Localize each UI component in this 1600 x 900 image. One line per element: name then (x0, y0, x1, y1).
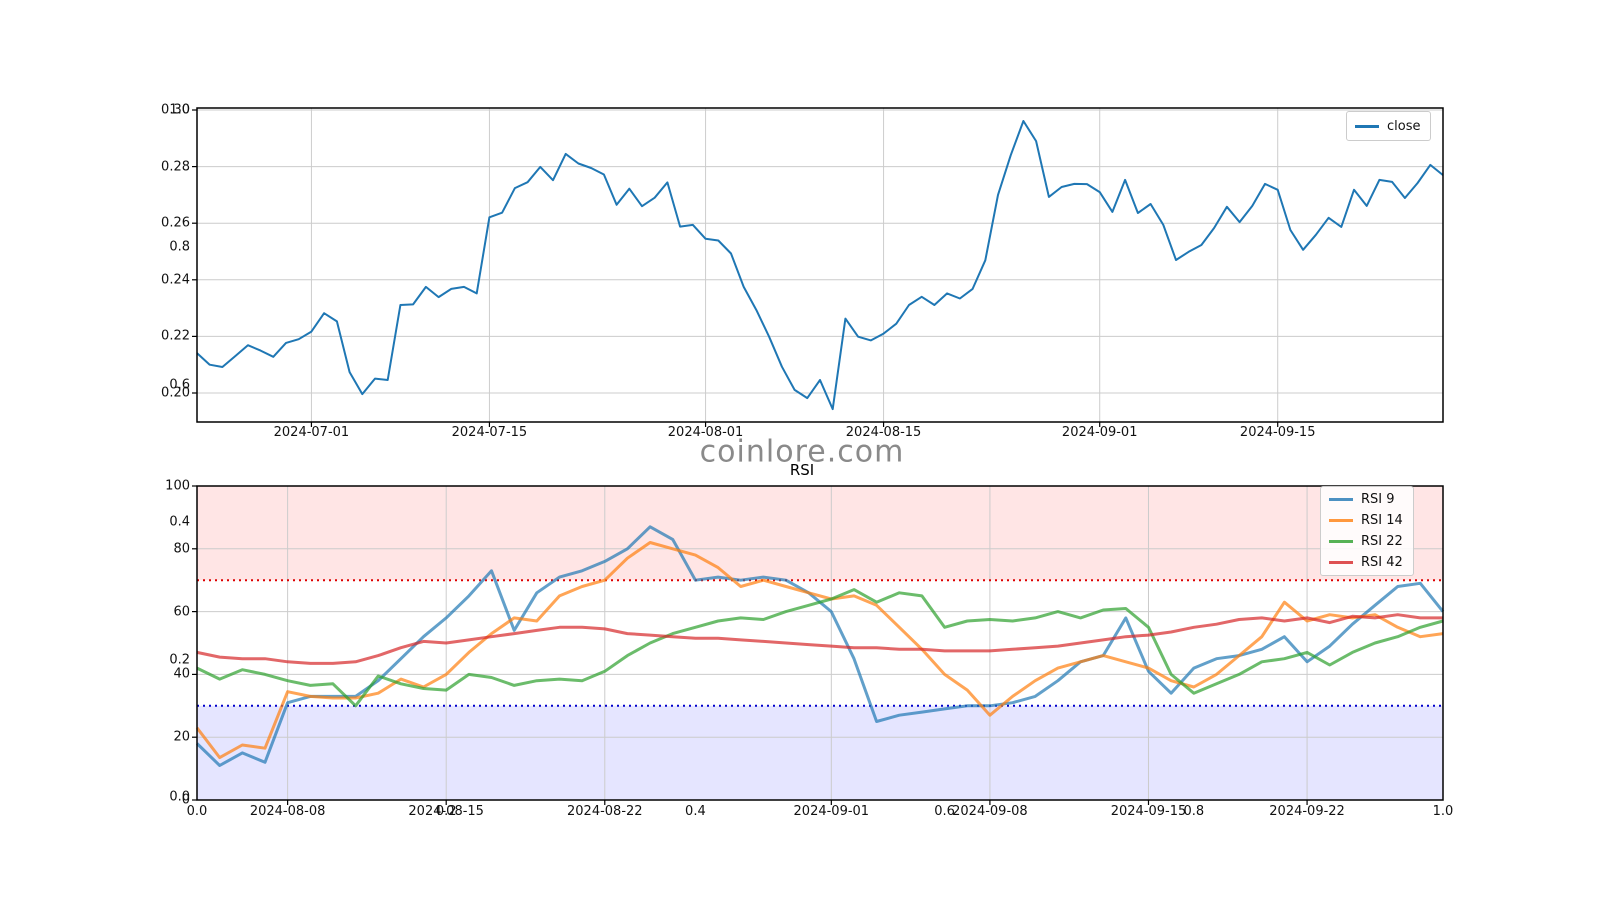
y-tick-label: 0.24 (161, 272, 190, 288)
overlay-x-tick-label: 0.8 (1183, 804, 1205, 819)
y-tick-label: 0 (181, 792, 190, 808)
overlay-x-tick-label: 0.2 (435, 804, 457, 819)
legend-line-swatch (1329, 498, 1353, 501)
y-tick-label: 0.20 (161, 385, 190, 401)
legend-label: close (1387, 118, 1421, 134)
y-tick-label: 20 (173, 729, 190, 745)
x-tick-label: 2024-08-15 (408, 804, 484, 819)
legend-label: RSI 22 (1361, 534, 1403, 549)
y-tick-label: 100 (165, 478, 190, 494)
overlay-y-tick-label: 0.8 (169, 239, 190, 255)
y-tick-label: 60 (173, 604, 190, 620)
rsi-22-line (196, 588, 1444, 708)
y-tick-label: 80 (173, 541, 190, 557)
legend-item: close (1355, 119, 1420, 134)
legend-item: RSI 22 (1329, 534, 1403, 549)
x-tick-label: 2024-09-08 (952, 804, 1028, 819)
overlay-x-tick-label: 0.4 (685, 804, 706, 819)
legend-line-swatch (1329, 519, 1353, 522)
y-tick-label: 0.30 (161, 102, 190, 118)
x-tick-label: 2024-08-22 (567, 804, 643, 819)
overlay-y-tick-label: 0.0 (169, 789, 190, 805)
x-tick-label: 2024-07-15 (451, 425, 528, 440)
legend-line-swatch (1329, 540, 1353, 543)
x-tick-label: 2024-08-08 (249, 804, 326, 819)
x-tick-label: 2024-09-15 (1239, 425, 1316, 440)
legend-label: RSI 14 (1361, 513, 1403, 528)
y-tick-label: 0.28 (161, 159, 190, 175)
oversold-band (197, 705, 1443, 800)
legend-line-swatch (1329, 561, 1353, 564)
legend-item: RSI 42 (1329, 555, 1403, 570)
overlay-x-tick-label: 1.0 (1432, 804, 1454, 819)
axes-border (196, 107, 1444, 423)
rsi-14-line (195, 541, 1444, 760)
x-tick-label: 2024-09-22 (1269, 804, 1345, 819)
legend-label: RSI 9 (1361, 492, 1395, 507)
x-tick-label: 2024-09-01 (793, 804, 870, 819)
legend-item: RSI 9 (1329, 492, 1403, 507)
y-tick-label: 0.22 (161, 328, 190, 344)
close-line (196, 120, 1444, 411)
y-tick-label: 0.26 (161, 215, 190, 231)
overbought-band (197, 486, 1443, 581)
overlay-x-tick-label: 0.6 (934, 804, 955, 819)
overlay-y-tick-label: 0.2 (169, 652, 190, 668)
overlay-y-tick-label: 0.4 (169, 514, 190, 530)
overlay-y-tick-label: 1.0 (169, 102, 190, 118)
axes-border (196, 485, 1444, 801)
x-tick-label: 2024-08-01 (667, 425, 744, 440)
x-tick-label: 2024-09-01 (1061, 425, 1138, 440)
y-tick-label: 40 (173, 666, 190, 682)
x-tick-label: 2024-08-15 (845, 425, 922, 440)
x-tick-label: 2024-09-15 (1110, 804, 1187, 819)
legend-label: RSI 42 (1361, 555, 1403, 570)
rsi-legend: RSI 9 RSI 14 RSI 22 RSI 42 (1320, 486, 1414, 576)
watermark: coinlore.com (699, 434, 905, 470)
overlay-x-tick-label: 0.0 (186, 804, 208, 819)
legend-line-swatch (1355, 124, 1379, 128)
price-legend: close (1346, 111, 1432, 141)
overlay-y-tick-label: 0.6 (169, 377, 190, 393)
rsi-chart-title: RSI (789, 461, 815, 479)
rsi-42-line (196, 613, 1443, 665)
legend-item: RSI 14 (1329, 513, 1403, 528)
x-tick-label: 2024-07-01 (273, 425, 350, 440)
